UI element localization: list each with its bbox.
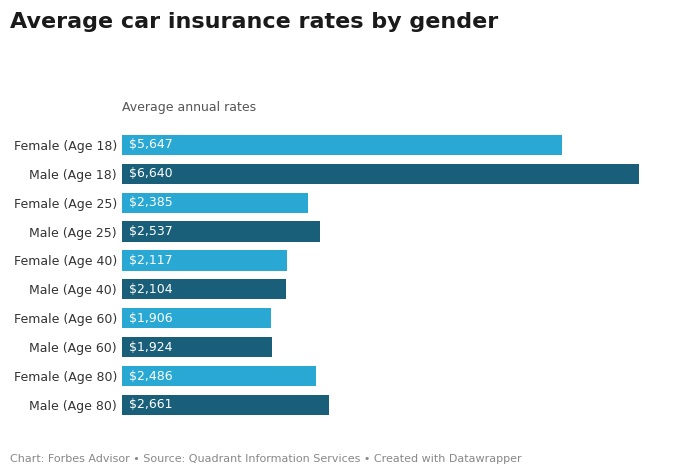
Text: $2,104: $2,104 <box>129 283 172 296</box>
Bar <box>122 250 287 271</box>
Text: $5,647: $5,647 <box>129 138 172 151</box>
Text: $1,924: $1,924 <box>129 341 172 354</box>
Bar <box>122 192 308 213</box>
Text: $2,385: $2,385 <box>129 196 172 209</box>
Bar <box>122 366 316 386</box>
Text: Average car insurance rates by gender: Average car insurance rates by gender <box>10 12 498 32</box>
Text: $2,117: $2,117 <box>129 254 172 267</box>
Bar <box>122 221 320 242</box>
Text: $6,640: $6,640 <box>129 167 172 180</box>
Text: Chart: Forbes Advisor • Source: Quadrant Information Services • Created with Dat: Chart: Forbes Advisor • Source: Quadrant… <box>10 454 522 464</box>
Bar <box>122 395 330 415</box>
Text: $2,486: $2,486 <box>129 370 172 383</box>
Bar <box>122 337 272 357</box>
Bar <box>122 279 286 300</box>
Bar <box>122 308 271 329</box>
Bar <box>122 164 639 184</box>
Text: $2,537: $2,537 <box>129 225 172 238</box>
Bar <box>122 135 561 155</box>
Text: $1,906: $1,906 <box>129 312 172 325</box>
Text: Average annual rates: Average annual rates <box>122 101 257 114</box>
Text: $2,661: $2,661 <box>129 398 172 411</box>
